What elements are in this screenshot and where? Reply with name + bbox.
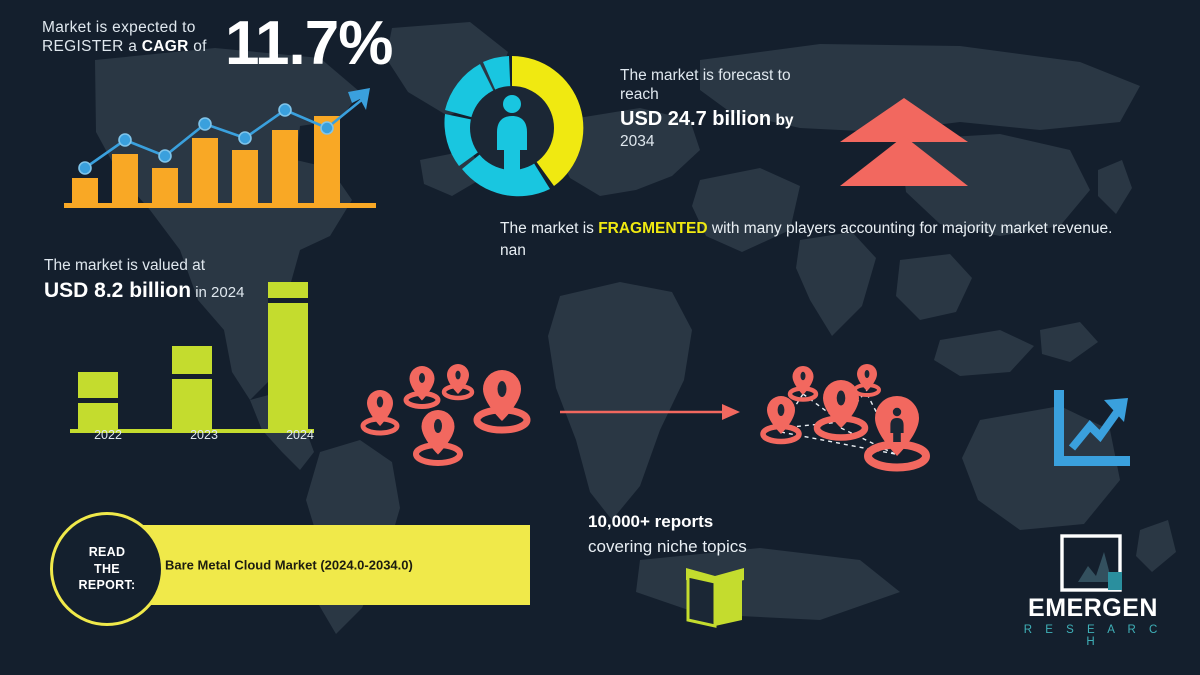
cagr-caption-pre: REGISTER a bbox=[42, 38, 142, 56]
logo-subtitle: R E S E A R C H bbox=[1023, 624, 1163, 648]
cagr-growth-chart bbox=[64, 88, 376, 208]
report-banner[interactable]: Bare Metal Cloud Market (2024.0-2034.0) bbox=[140, 525, 530, 605]
map-pins-scattered bbox=[360, 364, 531, 466]
forecast-year: 2034 bbox=[620, 132, 655, 150]
emergen-research-logo: EMERGEN R E S E A R C H bbox=[1018, 532, 1168, 648]
forecast-line2: reach bbox=[620, 86, 659, 104]
growth-arrow-icon bbox=[1054, 390, 1130, 466]
forecast-by: by bbox=[771, 111, 794, 129]
read-the-report-button[interactable]: READ THE REPORT: bbox=[50, 512, 164, 626]
double-up-triangle-icon bbox=[840, 98, 968, 186]
forecast-line1: The market is forecast to bbox=[620, 67, 791, 84]
bar-label-2022: 2022 bbox=[94, 428, 122, 442]
market-value: USD 8.2 billion bbox=[44, 279, 192, 303]
cagr-caption-line1: Market is expected to bbox=[42, 19, 196, 36]
trend-line bbox=[84, 96, 365, 170]
market-value-suffix: in 2024 bbox=[191, 284, 245, 302]
chart-baseline bbox=[64, 203, 376, 208]
reports-caption: 10,000+ reports covering niche topics bbox=[588, 510, 848, 559]
fragmented-highlight: FRAGMENTED bbox=[598, 220, 708, 237]
open-book-icon bbox=[686, 568, 744, 628]
logo-mark-icon bbox=[1060, 534, 1122, 592]
forecast-value: USD 24.7 billion bbox=[620, 107, 772, 130]
market-share-donut bbox=[444, 56, 584, 197]
forecast-caption: The market is forecast to reach USD 24.7… bbox=[620, 66, 870, 151]
chart-bars bbox=[78, 282, 308, 430]
reports-subtitle: covering niche topics bbox=[588, 536, 747, 556]
report-title: Bare Metal Cloud Market (2024.0-2034.0) bbox=[165, 557, 413, 573]
bar-label-2023: 2023 bbox=[190, 428, 218, 442]
cagr-caption-line2: REGISTER a CAGR of bbox=[42, 37, 242, 56]
market-value-chart bbox=[70, 282, 314, 433]
chart-bars bbox=[72, 116, 340, 204]
chart-baseline bbox=[70, 429, 314, 433]
market-value-caption: The market is valued at USD 8.2 billion … bbox=[44, 256, 344, 305]
logo-wordmark: EMERGEN bbox=[1028, 594, 1158, 622]
market-value-row: USD 8.2 billion in 2024 bbox=[44, 278, 344, 304]
map-pins-network bbox=[760, 364, 930, 472]
trend-arrow-icon bbox=[348, 88, 370, 110]
fragmented-statement: The market is FRAGMENTED with many playe… bbox=[500, 218, 1140, 263]
cagr-caption-bold: CAGR bbox=[141, 38, 189, 56]
forecast-value-row: USD 24.7 billion by bbox=[620, 107, 870, 132]
right-arrow-icon bbox=[560, 404, 740, 420]
fragmented-pre: The market is bbox=[500, 220, 599, 237]
fragmented-post: with many players accounting for majorit… bbox=[500, 220, 1113, 260]
read-the-report-label: READ THE REPORT: bbox=[78, 544, 136, 593]
reports-count: 10,000+ reports bbox=[588, 512, 714, 531]
bar-label-2024: 2024 bbox=[286, 428, 314, 442]
market-value-line1: The market is valued at bbox=[44, 257, 206, 274]
cagr-caption-post: of bbox=[188, 38, 207, 56]
trend-points bbox=[78, 103, 334, 175]
person-icon bbox=[497, 95, 527, 172]
cagr-value: 11.7% bbox=[225, 9, 393, 78]
cagr-caption: Market is expected to REGISTER a CAGR of bbox=[42, 18, 242, 57]
